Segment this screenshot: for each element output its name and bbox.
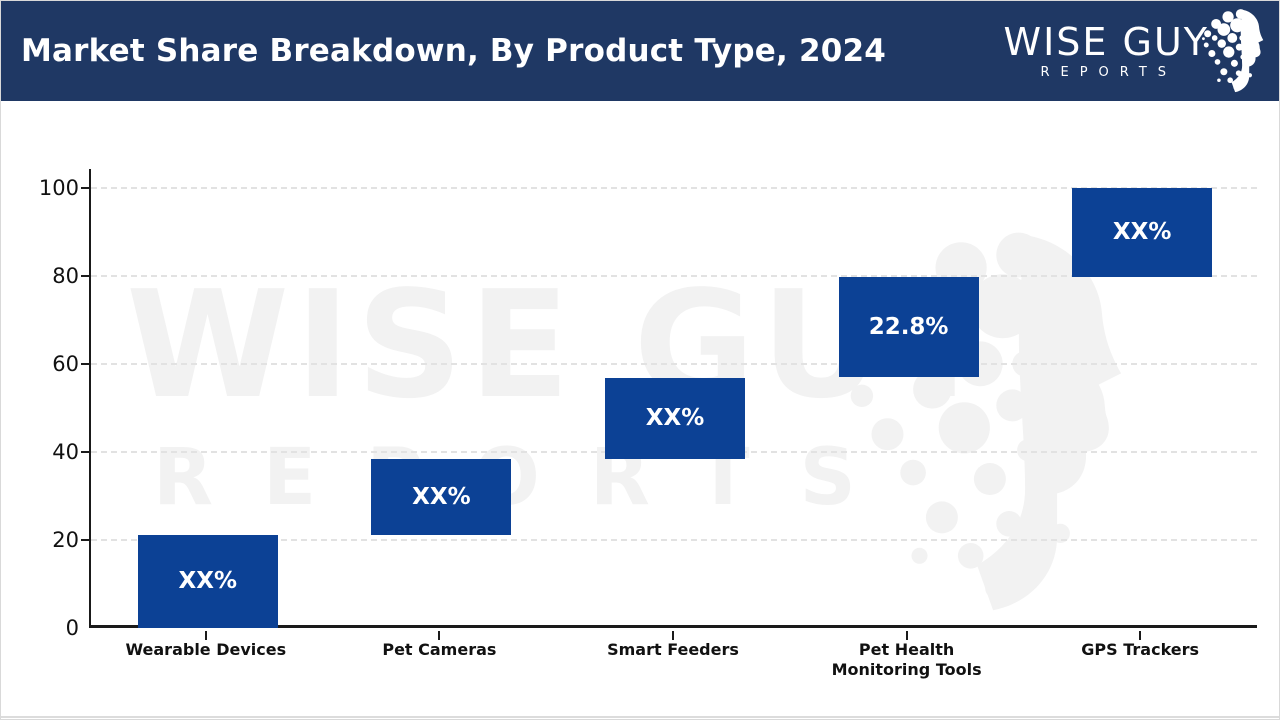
y-tick-label: 40 xyxy=(52,440,79,464)
y-tick-label: 0 xyxy=(65,616,79,640)
x-category-label: Pet Cameras xyxy=(382,640,497,659)
x-tick-mark xyxy=(204,631,207,640)
x-category-label: Smart Feeders xyxy=(607,640,739,659)
x-tick-mark xyxy=(672,631,674,640)
logo-text: WISE GUY REPORTS xyxy=(1004,22,1209,80)
bar-value-label: XX% xyxy=(645,405,705,432)
bar-value-label: XX% xyxy=(178,568,238,595)
y-tick-label: 20 xyxy=(52,528,79,552)
bar-1: XX% xyxy=(137,534,278,628)
x-tick-mark xyxy=(905,631,908,640)
x-tick-mark xyxy=(1139,631,1142,640)
logo-brand-sub: REPORTS xyxy=(1040,65,1178,80)
bar-value-label: XX% xyxy=(412,483,471,510)
y-tick-mark xyxy=(81,363,89,365)
gridline-80 xyxy=(91,275,1257,277)
gridline-20 xyxy=(91,539,1257,541)
bar-value-label: 22.8% xyxy=(868,314,949,341)
y-tick-label: 80 xyxy=(52,264,79,288)
x-tick-mark xyxy=(438,631,441,640)
y-tick-label: 100 xyxy=(38,176,79,200)
y-tick-mark xyxy=(81,451,89,453)
x-category-label: GPS Trackers xyxy=(1081,640,1200,659)
bottom-divider xyxy=(1,716,1279,718)
gridline-100 xyxy=(91,187,1257,189)
plot-area: XX% XX% XX% 22.8% XX% xyxy=(89,169,1257,628)
chart-title: Market Share Breakdown, By Product Type,… xyxy=(21,33,887,69)
header: Market Share Breakdown, By Product Type,… xyxy=(1,1,1279,101)
bar-5: XX% xyxy=(1072,188,1213,277)
bar-3: XX% xyxy=(605,378,745,459)
x-category-label: Wearable Devices xyxy=(125,640,287,659)
y-tick-mark xyxy=(81,539,89,541)
bar-2: XX% xyxy=(371,458,512,535)
wiseguy-logo: WISE GUY REPORTS xyxy=(1004,7,1271,95)
gridline-60 xyxy=(91,363,1257,365)
bar-value-label: XX% xyxy=(1112,219,1172,246)
y-tick-label: 60 xyxy=(52,352,79,376)
y-tick-mark xyxy=(81,187,89,189)
bar-4: 22.8% xyxy=(838,276,979,378)
x-category-label: Pet Health Monitoring Tools xyxy=(831,640,982,679)
y-tick-mark xyxy=(81,275,89,277)
logo-brand-name: WISE GUY xyxy=(1003,20,1209,64)
